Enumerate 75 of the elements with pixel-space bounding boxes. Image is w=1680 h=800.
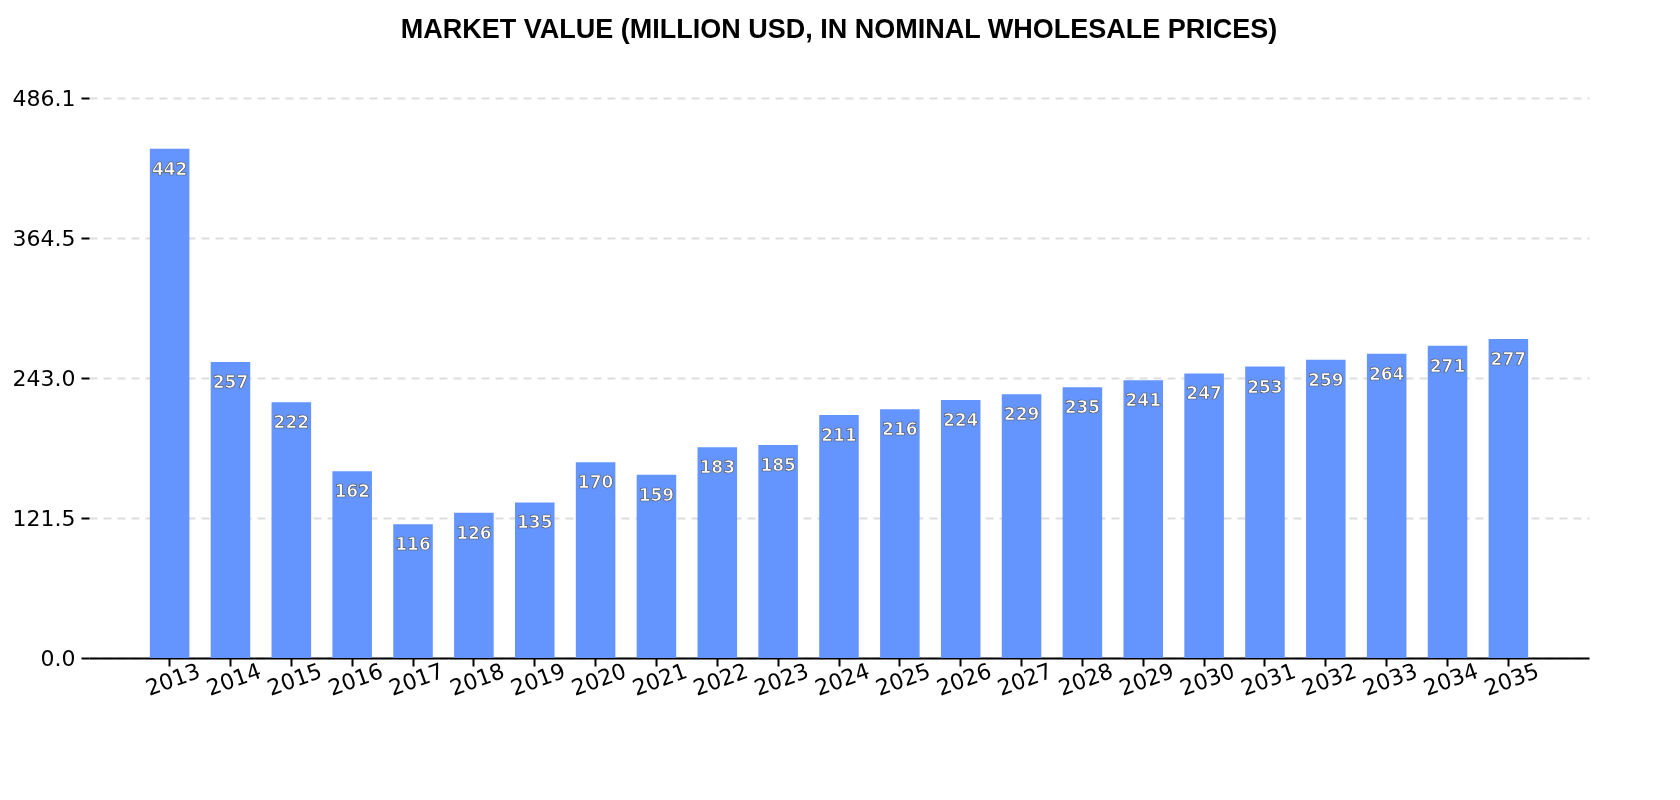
data-label: 222 [273, 412, 310, 433]
x-tick-label: 2029 [1115, 658, 1178, 701]
bar [393, 524, 433, 658]
x-tick-label: 2020 [568, 658, 630, 701]
bar [697, 447, 738, 658]
x-tick-label: 2026 [933, 658, 995, 701]
bar [332, 471, 372, 658]
x-tick-label: 2021 [629, 658, 691, 701]
x-tick-label: 2032 [1298, 658, 1360, 701]
data-label: 162 [334, 481, 370, 502]
chart-title: MARKET VALUE (MILLION USD, IN NOMINAL WHOLESALE PRICES) [400, 14, 1278, 44]
data-label: 259 [1308, 369, 1344, 390]
x-tick-label: 2025 [872, 658, 934, 701]
bar [1062, 387, 1103, 658]
x-tick-label: 2017 [385, 658, 447, 701]
data-label: 229 [1003, 404, 1040, 425]
bar [149, 148, 190, 658]
bar [880, 409, 920, 658]
bar [1488, 338, 1529, 658]
y-tick-label: 243.0 [12, 365, 76, 391]
bar [1245, 366, 1285, 658]
data-label: 170 [577, 472, 614, 493]
bar [940, 399, 981, 658]
data-label: 241 [1125, 390, 1162, 411]
bar [454, 512, 494, 658]
x-tick-label: 2034 [1420, 658, 1482, 701]
x-tick-label: 2023 [750, 658, 812, 701]
bar [1306, 359, 1346, 658]
data-label: 271 [1429, 355, 1466, 376]
bar [514, 502, 555, 658]
x-tick-label: 2028 [1055, 658, 1117, 701]
data-label: 224 [942, 409, 979, 430]
bar [1001, 394, 1042, 658]
bar [758, 444, 798, 658]
x-tick-label: 2018 [446, 658, 508, 701]
data-label: 116 [395, 534, 431, 555]
x-tick-label: 2022 [689, 658, 752, 701]
x-tick-label: 2024 [811, 658, 873, 701]
data-label: 235 [1064, 397, 1101, 418]
y-tick-label: 364.5 [12, 225, 76, 251]
x-tick-label: 2035 [1481, 658, 1543, 701]
bar [1123, 380, 1164, 658]
data-label: 159 [638, 484, 675, 505]
x-tick-label: 2016 [324, 658, 387, 701]
bar [1366, 353, 1407, 658]
data-label: 257 [212, 371, 249, 392]
data-label: 264 [1368, 363, 1405, 384]
data-label: 247 [1186, 383, 1222, 404]
data-label: 211 [821, 424, 857, 445]
data-label: 185 [760, 454, 796, 475]
x-tick-label: 2033 [1359, 658, 1421, 701]
data-label: 183 [699, 457, 736, 478]
bar [271, 402, 312, 658]
bar [636, 474, 677, 658]
x-tick-label: 2030 [1176, 658, 1238, 701]
data-label: 135 [516, 512, 553, 533]
data-label: 277 [1490, 348, 1527, 369]
x-tick-label: 2019 [507, 658, 569, 701]
x-tick-label: 2015 [264, 658, 326, 701]
data-label: 126 [456, 522, 492, 543]
y-tick-label: 0.0 [40, 645, 76, 671]
bar [575, 462, 616, 658]
y-tick-label: 121.5 [12, 505, 76, 531]
data-label: 442 [151, 158, 188, 179]
y-tick-label: 486.1 [12, 85, 76, 111]
data-label: 253 [1247, 376, 1283, 397]
x-tick-label: 2027 [994, 658, 1056, 701]
data-label: 216 [882, 419, 918, 440]
bar [1427, 345, 1468, 658]
bar [819, 414, 859, 658]
x-tick-label: 2014 [203, 658, 265, 701]
x-tick-label: 2013 [142, 658, 204, 701]
bar [210, 361, 251, 658]
x-tick-label: 2031 [1237, 658, 1299, 701]
bar [1184, 373, 1224, 658]
